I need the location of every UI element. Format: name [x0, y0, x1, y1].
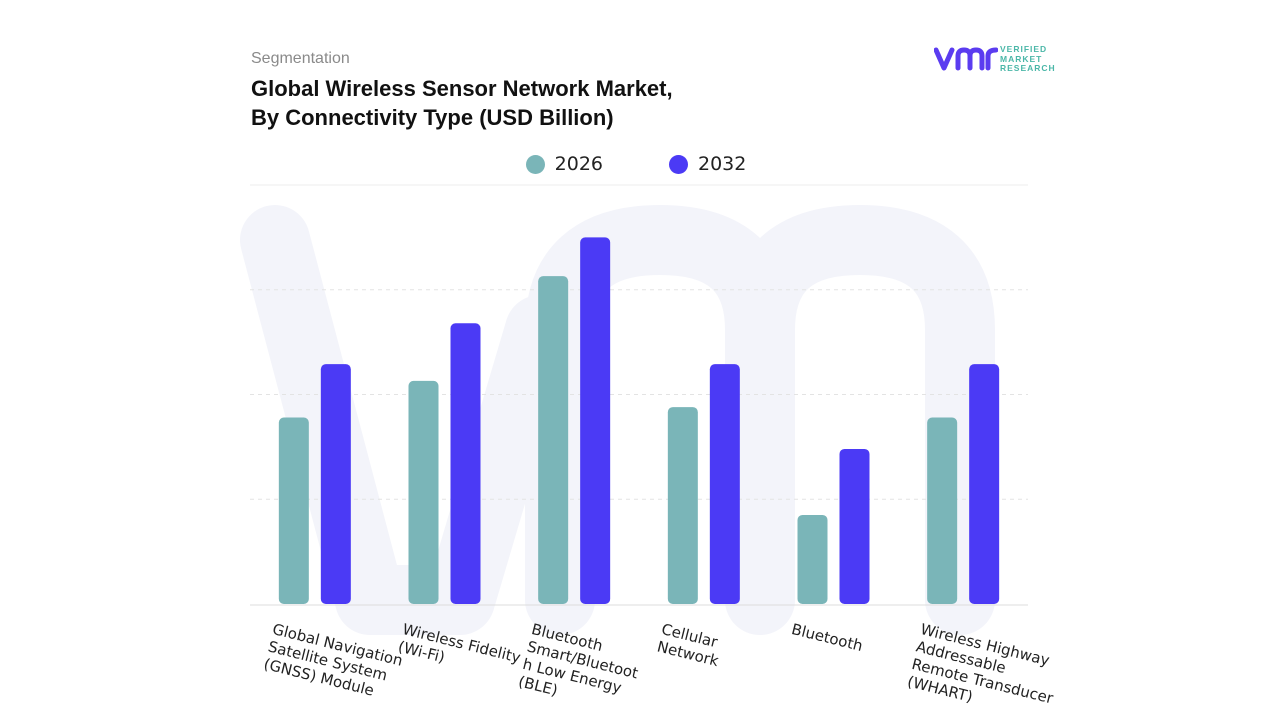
- bar-2026-0: [278, 417, 309, 604]
- bar-2026-5: [927, 417, 958, 604]
- logo-word-3: RESEARCH: [1000, 63, 1056, 73]
- legend-label-2026: 2026: [554, 153, 603, 175]
- bar-2032-0: [320, 364, 351, 604]
- legend-item-2026: 2026: [525, 150, 603, 178]
- logo-word-1: VERIFIED: [1000, 44, 1048, 54]
- chart-grid: [250, 184, 1028, 606]
- bar-2026-2: [538, 276, 569, 604]
- bar-2032-1: [450, 323, 481, 604]
- chart-legend: 2026 2032: [0, 150, 1280, 178]
- chart-bars: [278, 237, 1000, 604]
- vmr-logo-icon: [934, 47, 998, 71]
- bar-2032-5: [969, 364, 1000, 604]
- bar-2026-3: [667, 407, 698, 604]
- chart-title-line-2: By Connectivity Type (USD Billion): [251, 105, 614, 130]
- bar-2026-4: [797, 514, 828, 604]
- bar-2026-1: [408, 380, 439, 604]
- logo-wordmark: VERIFIED MARKET RESEARCH: [1000, 44, 1056, 74]
- chart-title-line-1: Global Wireless Sensor Network Market,: [251, 76, 673, 101]
- segment-label: Segmentation: [251, 50, 350, 67]
- chart-title: Global Wireless Sensor Network Market, B…: [251, 74, 811, 132]
- legend-swatch-2026: [525, 154, 545, 174]
- bar-2032-4: [839, 448, 870, 604]
- legend-item-2032: 2032: [669, 150, 746, 178]
- logo-word-2: MARKET: [1000, 53, 1043, 64]
- legend-swatch-2032: [669, 154, 688, 174]
- bar-2032-3: [709, 364, 740, 604]
- brand-logo: VERIFIED MARKET RESEARCH: [934, 44, 1074, 76]
- bar-2032-2: [580, 237, 611, 604]
- legend-label-2032: 2032: [698, 153, 747, 175]
